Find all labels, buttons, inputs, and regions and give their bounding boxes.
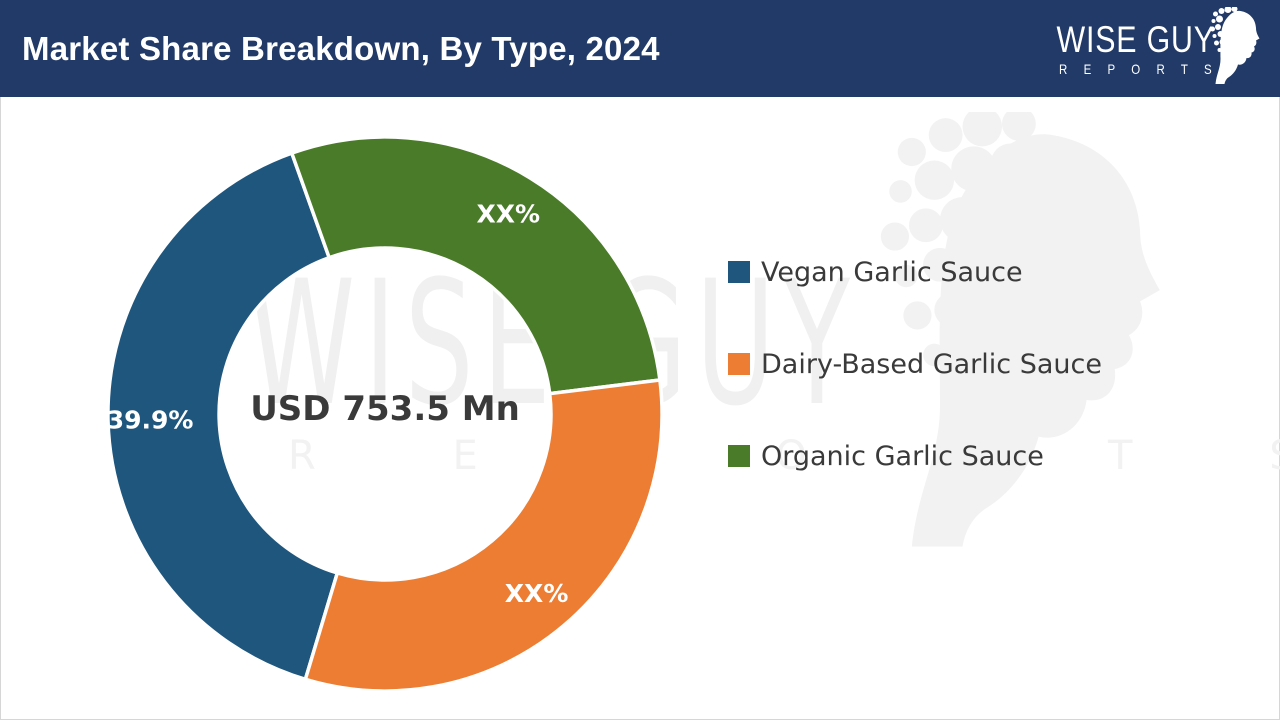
donut-slice-organic-garlic-sauce (290, 135, 662, 396)
chart-center-value: USD 753.5 Mn (250, 389, 520, 429)
legend-item-dairy-based-garlic-sauce: Dairy-Based Garlic Sauce (728, 349, 1102, 380)
donut-slice-dairy-based-garlic-sauce (303, 378, 664, 693)
chart-legend: Vegan Garlic Sauce Dairy-Based Garlic Sa… (728, 257, 1102, 537)
legend-swatch-organic (728, 445, 750, 467)
donut-slice-vegan-garlic-sauce (106, 151, 340, 682)
legend-label: Dairy-Based Garlic Sauce (761, 348, 1102, 380)
slice-value-label: XX% (505, 579, 569, 608)
dotted-head-logo-icon (1208, 5, 1266, 91)
page-title: Market Share Breakdown, By Type, 2024 (22, 29, 660, 67)
legend-swatch-dairy (728, 353, 750, 375)
donut-chart: 39.9% XX% XX% (106, 135, 664, 693)
slice-value-label: XX% (476, 199, 540, 228)
legend-item-organic-garlic-sauce: Organic Garlic Sauce (728, 441, 1102, 472)
legend-item-vegan-garlic-sauce: Vegan Garlic Sauce (728, 257, 1102, 288)
header-bar: Market Share Breakdown, By Type, 2024 WI… (0, 0, 1280, 97)
legend-label: Vegan Garlic Sauce (761, 256, 1023, 288)
legend-swatch-vegan (728, 261, 750, 283)
slice-value-label: 39.9% (107, 406, 194, 435)
brand-logo: WISE GUY R E P O R T S (1021, 5, 1266, 91)
brand-name: WISE GUY (1056, 19, 1215, 60)
brand-subtitle: R E P O R T S (1058, 61, 1218, 77)
legend-label: Organic Garlic Sauce (761, 440, 1044, 472)
